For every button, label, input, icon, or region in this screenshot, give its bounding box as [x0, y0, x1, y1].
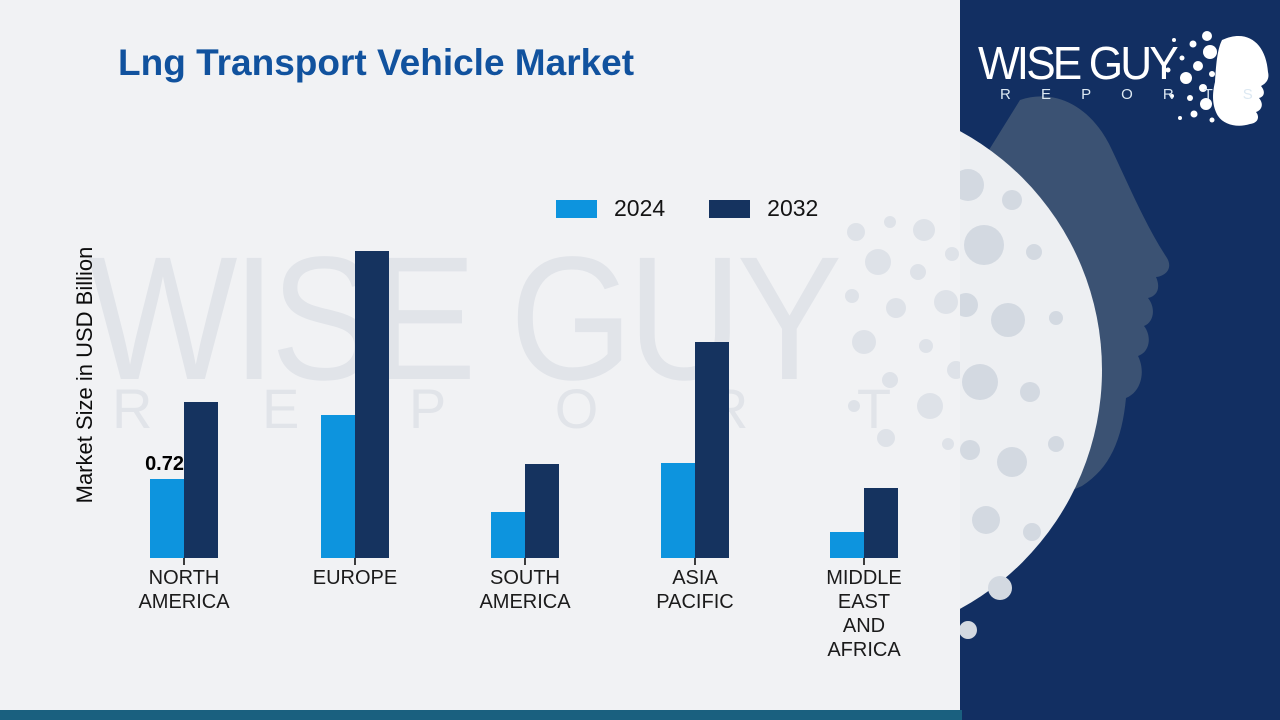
legend-item-2032: 2032 — [709, 195, 818, 222]
legend-item-2024: 2024 — [556, 195, 665, 222]
axis-tick — [524, 558, 526, 565]
legend-swatch-2024 — [556, 199, 597, 218]
watermark-reports-text: R E P O R T S — [112, 377, 1085, 440]
watermark-dots-pattern — [845, 216, 962, 450]
page-title: Lng Transport Vehicle Market — [118, 42, 635, 83]
bar-2024-middle-east-and-africa — [830, 532, 864, 558]
category-label-europe: EUROPE — [312, 567, 398, 589]
teal-footer-strip — [0, 710, 962, 720]
bar-2032-north-america — [184, 402, 218, 558]
logo-face-icon — [1165, 31, 1269, 126]
bar-2024-europe — [321, 415, 355, 558]
bar-2024-asia-pacific — [661, 463, 695, 558]
legend-swatch-2032 — [709, 199, 751, 218]
category-label-asia-pacific: ASIA PACIFIC — [656, 567, 734, 613]
axis-tick — [183, 558, 185, 565]
category-label-middle-east-and-africa: MIDDLE EAST AND AFRICA — [826, 567, 902, 661]
bars-layer: NORTH AMERICA EUROPE SOUTH AMERICA ASIA PACIFI… — [138, 251, 902, 661]
brand-panel — [960, 0, 1280, 720]
bar-2024-south-america — [491, 512, 525, 558]
logo-wiseguy-text: WISE GUY — [978, 37, 1179, 89]
axis-tick — [863, 558, 865, 565]
circle-dots-texture — [960, 169, 1064, 639]
axis-tick — [354, 558, 356, 565]
category-label-north-america: NORTH AMERICA — [138, 567, 230, 613]
legend-label: 2024 — [614, 195, 666, 221]
logo-reports-text: R E P O R T S — [1000, 86, 1266, 103]
bar-2032-south-america — [525, 464, 559, 558]
legend-label: 2032 — [767, 195, 819, 221]
bar-value-label: 0.72 — [145, 453, 184, 475]
bar-2032-europe — [355, 251, 389, 558]
chart-legend: 2024 2032 — [556, 195, 818, 222]
axis-tick — [694, 558, 696, 565]
bar-2032-asia-pacific — [695, 342, 729, 558]
bar-2032-middle-east-and-africa — [864, 488, 898, 558]
bar-2024-north-america — [150, 479, 184, 558]
category-label-south-america: SOUTH AMERICA — [479, 567, 571, 613]
